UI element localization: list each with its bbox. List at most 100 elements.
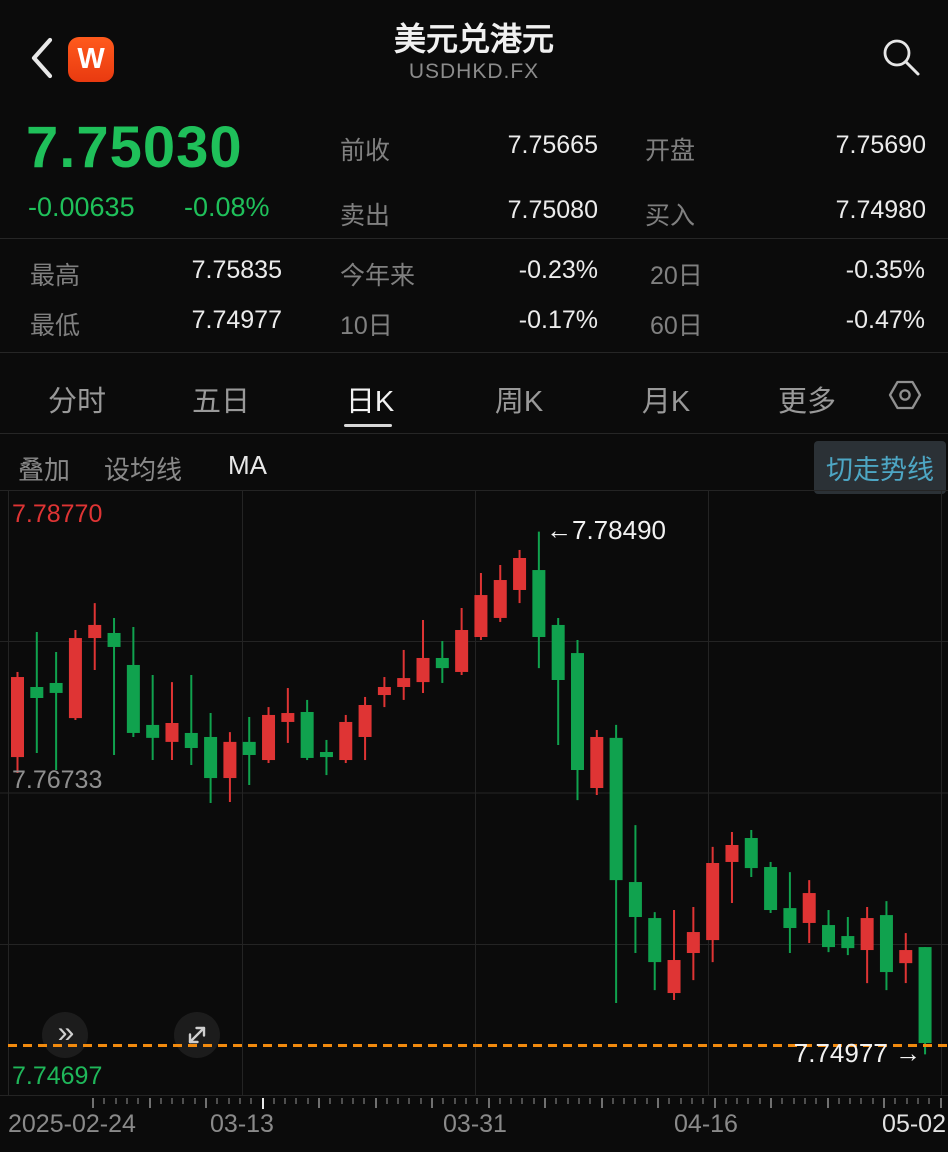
quote-label: 卖出: [340, 202, 391, 230]
axis-tick: [272, 1098, 275, 1104]
axis-tick: [306, 1098, 309, 1104]
axis-tick: [340, 1098, 343, 1104]
overlay-button[interactable]: 叠加: [18, 455, 71, 485]
price-change-pct: -0.08%: [184, 192, 270, 222]
quote-label: 开盘: [645, 137, 696, 165]
axis-tick: [431, 1098, 433, 1108]
ma-indicator-label[interactable]: MA: [228, 450, 267, 480]
axis-tick: [724, 1098, 727, 1104]
axis-tick: [758, 1098, 761, 1104]
stat-value: 7.74977: [191, 306, 282, 334]
axis-tick: [238, 1098, 241, 1104]
axis-tick: [205, 1098, 207, 1108]
axis-tick: [747, 1098, 750, 1104]
wind-logo[interactable]: W: [68, 37, 114, 82]
collapse-panel-button[interactable]: »: [42, 1012, 88, 1058]
scale-mid-label: 7.76733: [12, 766, 103, 794]
last-price: 7.75030: [26, 115, 243, 180]
quote-value: 7.75690: [835, 131, 926, 159]
tab-minute[interactable]: 分时: [47, 386, 107, 418]
axis-tick: [159, 1098, 162, 1104]
stat-label: 10日: [340, 312, 393, 340]
axis-tick: [284, 1098, 287, 1104]
axis-tick: [657, 1098, 659, 1108]
axis-tick: [589, 1098, 592, 1104]
fullscreen-button[interactable]: [174, 1012, 220, 1058]
axis-tick: [351, 1098, 354, 1104]
axis-tick: [792, 1098, 795, 1104]
axis-tick: [397, 1098, 400, 1104]
tab-more[interactable]: 更多: [777, 386, 837, 418]
axis-tick: [193, 1098, 196, 1104]
axis-tick: [803, 1098, 806, 1104]
axis-tick: [555, 1098, 558, 1104]
stat-label: 20日: [650, 262, 703, 290]
axis-tick: [476, 1098, 479, 1104]
axis-date-label: 04-16: [674, 1110, 738, 1138]
quote-value: 7.75080: [507, 196, 598, 224]
axis-tick: [261, 1098, 264, 1109]
price-change: -0.00635: [28, 192, 135, 222]
axis-tick: [634, 1098, 637, 1104]
axis-tick: [736, 1098, 739, 1104]
chart-settings-icon[interactable]: [887, 377, 923, 413]
axis-tick: [770, 1098, 772, 1108]
axis-tick: [690, 1098, 693, 1104]
double-chevron-icon: »: [57, 1016, 75, 1049]
current-price-dotted-line: [8, 1044, 948, 1047]
axis-tick: [939, 1098, 942, 1108]
stat-value: -0.47%: [845, 306, 925, 334]
axis-date-label: 03-13: [210, 1110, 274, 1138]
search-icon[interactable]: [878, 36, 924, 80]
axis-tick: [171, 1098, 174, 1104]
axis-tick: [702, 1098, 705, 1104]
divider: [0, 433, 948, 434]
axis-tick: [611, 1098, 614, 1104]
axis-tick: [600, 1098, 603, 1108]
axis-tick: [928, 1098, 931, 1104]
high-price-annotation: ←7.78490: [546, 515, 666, 545]
axis-tick: [849, 1098, 852, 1104]
scale-max-label: 7.78770: [12, 500, 103, 528]
axis-tick: [860, 1098, 863, 1104]
tab-daily-k[interactable]: 日K: [345, 386, 395, 418]
tab-monthly-k[interactable]: 月K: [641, 386, 691, 418]
tab-weekly-k[interactable]: 周K: [494, 386, 544, 418]
axis-tick: [645, 1098, 648, 1104]
set-ma-button[interactable]: 设均线: [104, 455, 183, 485]
axis-tick: [148, 1098, 151, 1108]
tab-5day[interactable]: 五日: [191, 386, 251, 418]
axis-tick: [250, 1098, 253, 1104]
axis-tick: [905, 1098, 908, 1104]
back-icon[interactable]: [26, 34, 56, 82]
candlestick-chart[interactable]: [0, 490, 948, 1097]
switch-trendline-button[interactable]: 切走势线: [814, 441, 946, 494]
quote-value: 7.74980: [835, 196, 926, 224]
stat-label: 今年来: [340, 262, 416, 290]
low-price-annotation: 7.74977 →: [793, 1038, 921, 1068]
stat-value: -0.23%: [518, 256, 598, 284]
axis-tick: [510, 1098, 513, 1104]
divider: [0, 238, 948, 239]
axis-tick: [318, 1098, 320, 1108]
axis-tick: [114, 1098, 117, 1104]
axis-tick: [442, 1098, 445, 1104]
axis-tick: [103, 1098, 106, 1104]
axis-tick: [883, 1098, 885, 1108]
axis-tick: [329, 1098, 332, 1104]
axis-date-label: 2025-02-24: [8, 1110, 136, 1138]
axis-tick: [815, 1098, 818, 1104]
axis-tick: [385, 1098, 388, 1104]
axis-tick: [182, 1098, 185, 1104]
axis-tick: [871, 1098, 874, 1104]
axis-tick: [408, 1098, 411, 1104]
axis-tick: [295, 1098, 298, 1104]
axis-tick: [487, 1098, 490, 1108]
stat-value: -0.35%: [845, 256, 925, 284]
scale-min-label: 7.74697: [12, 1062, 103, 1090]
axis-tick: [668, 1098, 671, 1104]
axis-tick: [544, 1098, 546, 1108]
axis-tick: [521, 1098, 524, 1104]
axis-tick: [363, 1098, 366, 1104]
